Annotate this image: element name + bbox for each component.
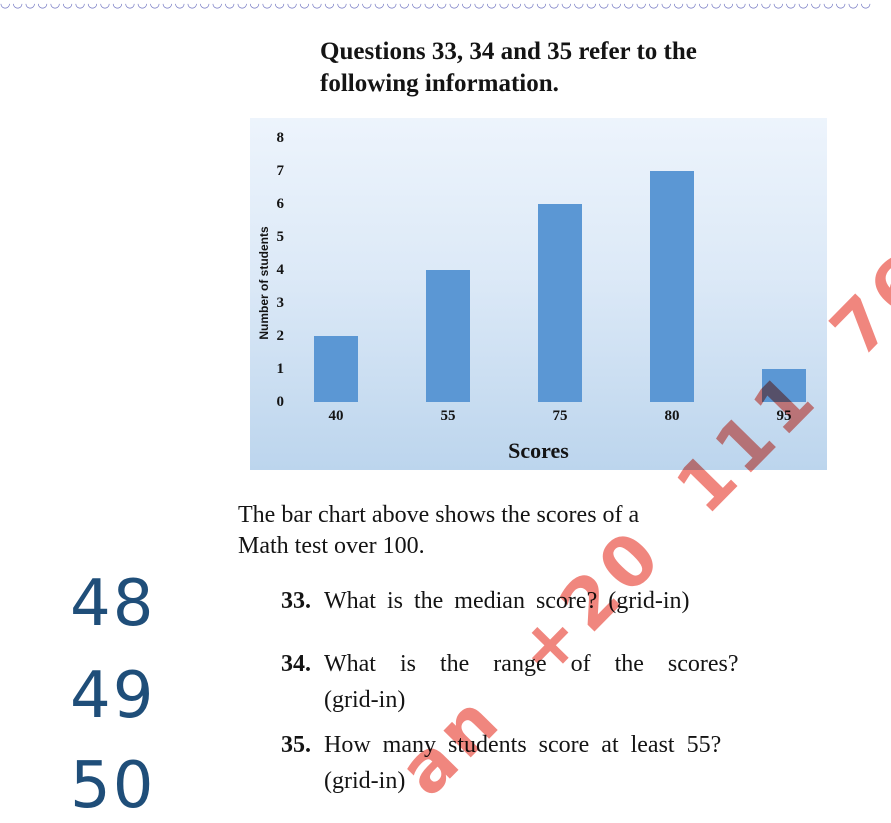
- bar-80: [650, 171, 694, 402]
- question-33: 33. What is the median score? (grid-in): [281, 583, 791, 619]
- x-tick-80: 80: [664, 408, 680, 424]
- y-tick-2: 2: [276, 328, 285, 344]
- bar-55: [426, 270, 470, 402]
- y-tick-0: 0: [276, 394, 285, 410]
- question-number: 33.: [281, 588, 311, 614]
- bar-75: [538, 204, 582, 402]
- y-tick-1: 1: [276, 361, 285, 377]
- y-tick-7: 7: [276, 163, 285, 179]
- y-tick-3: 3: [276, 295, 285, 311]
- question-text: How many students score at least 55? (gr…: [324, 732, 722, 794]
- x-axis-label: Scores: [508, 438, 569, 463]
- margin-number-49: 49: [70, 659, 156, 733]
- bar-95: [762, 369, 806, 402]
- y-tick-6: 6: [276, 196, 285, 212]
- bar-chart: Number of students 0 1 2 3 4 5 6 7 8 40 55 75 80 95 S…: [250, 118, 827, 470]
- y-tick-8: 8: [276, 130, 285, 146]
- zigzag-border: ◡◡◡◡◡◡◡◡◡◡◡◡◡◡◡◡◡◡◡◡◡◡◡◡◡◡◡◡◡◡◡◡◡◡◡◡◡◡◡◡…: [0, 0, 873, 10]
- bar-40: [314, 336, 358, 402]
- question-text: What is the median score? (grid-in): [324, 588, 690, 614]
- y-tick-4: 4: [276, 262, 285, 278]
- y-tick-5: 5: [276, 229, 285, 245]
- x-tick-75: 75: [552, 408, 568, 424]
- question-35: 35. How many students score at least 55?…: [281, 727, 791, 799]
- question-number: 35.: [281, 732, 311, 758]
- x-tick-95: 95: [776, 408, 792, 424]
- page-title: Questions 33, 34 and 35 refer to the fol…: [320, 38, 697, 97]
- question-34: 34. What is the range of the scores? (gr…: [281, 646, 791, 718]
- chart-description: The bar chart above shows the scores of …: [238, 502, 640, 559]
- x-tick-40: 40: [328, 408, 344, 424]
- margin-number-48: 48: [70, 567, 156, 641]
- x-tick-55: 55: [440, 408, 456, 424]
- question-number: 34.: [281, 651, 311, 677]
- question-text: What is the range of the scores? (grid-i…: [324, 651, 739, 713]
- margin-number-50: 50: [70, 749, 156, 823]
